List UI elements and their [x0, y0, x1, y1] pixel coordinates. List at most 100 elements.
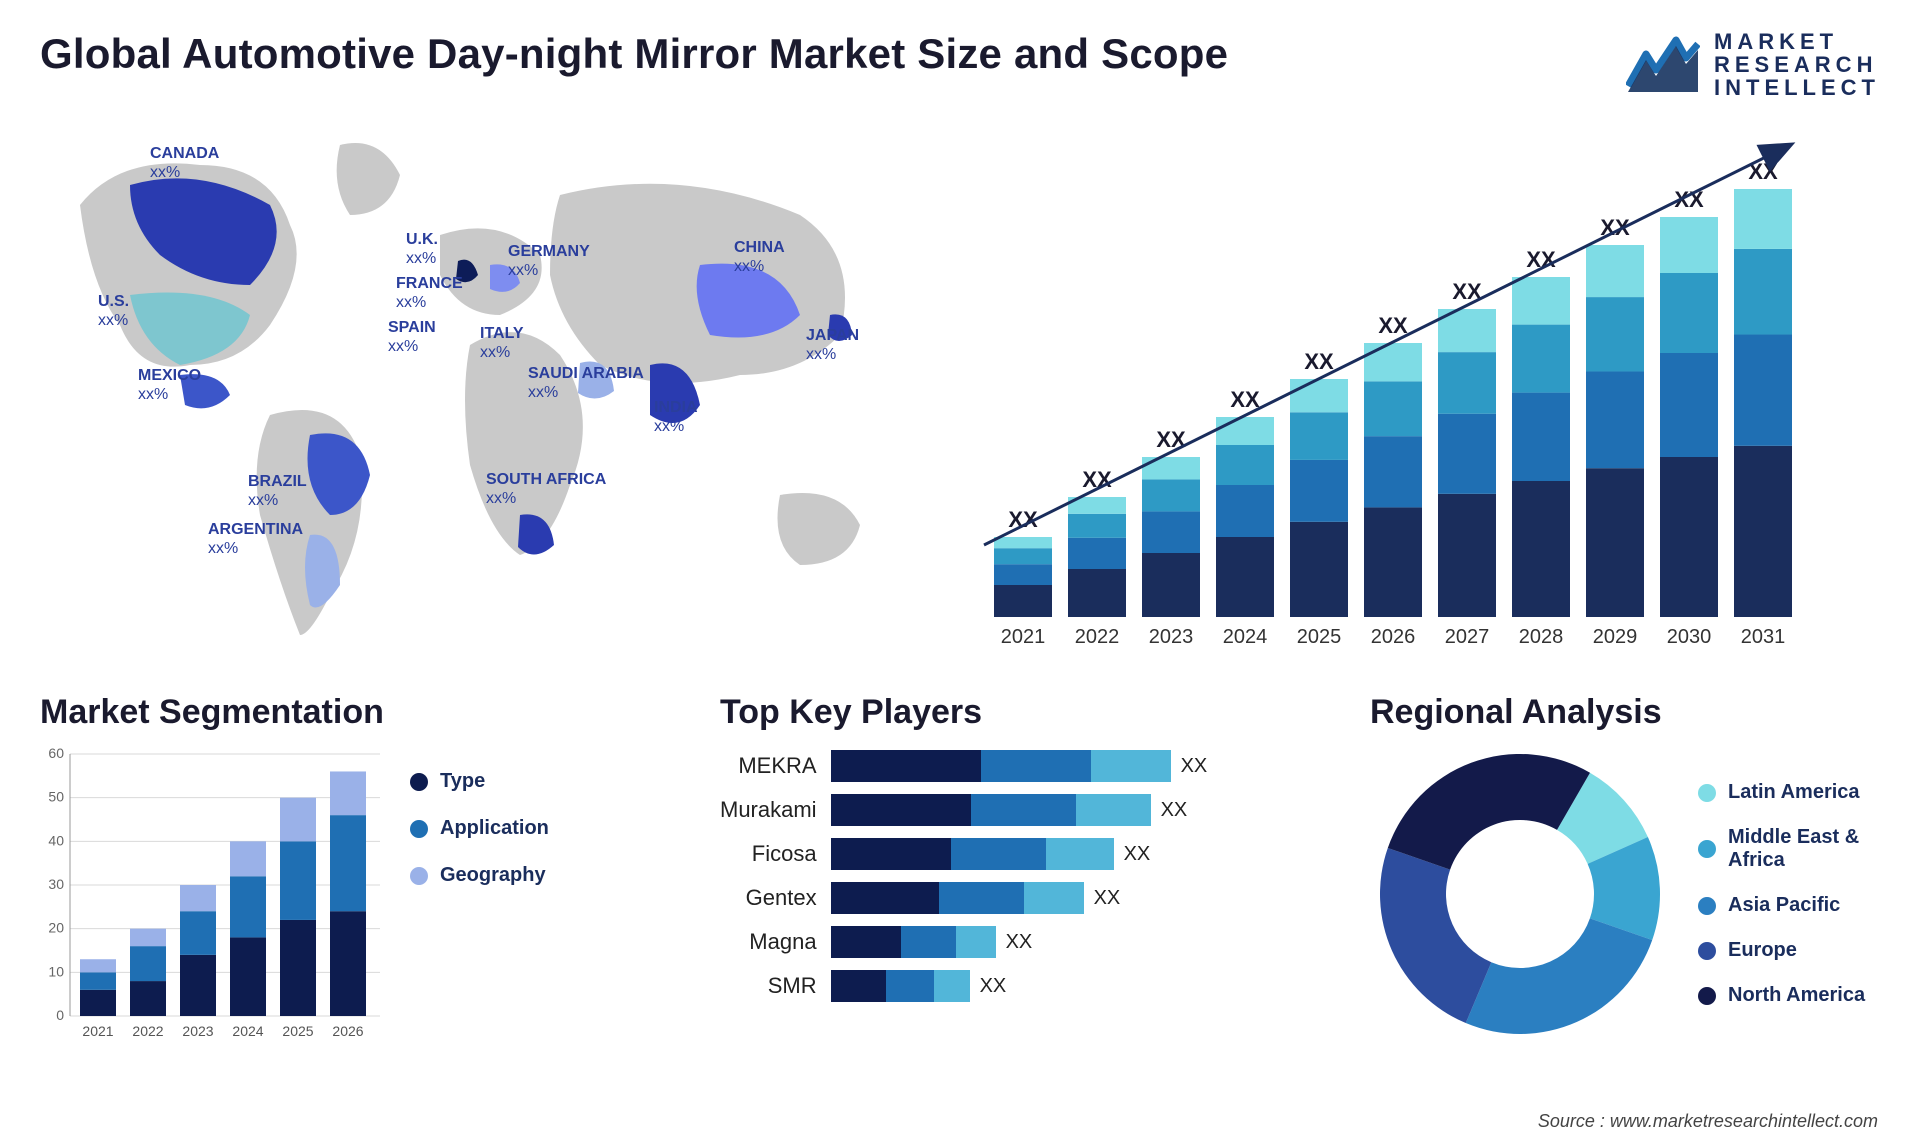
- brand-mark-icon: [1626, 36, 1700, 94]
- player-label-murakami: Murakami: [720, 794, 817, 826]
- map-callout-us: U.S.xx%: [98, 293, 129, 330]
- player-seg: [971, 794, 1076, 826]
- svg-text:2026: 2026: [332, 1023, 363, 1039]
- svg-text:30: 30: [48, 876, 64, 892]
- player-seg: [1091, 750, 1171, 782]
- brand-line1: MARKET: [1714, 30, 1880, 53]
- player-value: XX: [1161, 799, 1188, 822]
- svg-text:2021: 2021: [82, 1023, 113, 1039]
- player-seg: [831, 794, 971, 826]
- player-value: XX: [980, 975, 1007, 998]
- map-callout-uk: U.K.xx%: [406, 231, 438, 268]
- player-row: XX: [831, 882, 1330, 914]
- svg-text:2024: 2024: [1223, 626, 1268, 648]
- player-label-smr: SMR: [768, 970, 817, 1002]
- legend-label: Application: [440, 817, 549, 840]
- player-seg: [981, 750, 1091, 782]
- source-text: Source : www.marketresearchintellect.com: [1538, 1111, 1878, 1132]
- legend-dot-icon: [410, 773, 428, 791]
- segmentation-title: Market Segmentation: [40, 693, 680, 732]
- page-title: Global Automotive Day-night Mirror Marke…: [40, 30, 1228, 78]
- map-callout-germany: GERMANYxx%: [508, 243, 590, 280]
- svg-text:2027: 2027: [1445, 626, 1490, 648]
- svg-text:20: 20: [48, 920, 64, 936]
- legend-label: Latin America: [1728, 781, 1860, 804]
- svg-text:2022: 2022: [1075, 626, 1120, 648]
- legend-label: Asia Pacific: [1728, 894, 1840, 917]
- player-seg: [831, 926, 901, 958]
- segmentation-panel: Market Segmentation 01020304050602021202…: [40, 693, 680, 1044]
- svg-text:2031: 2031: [1741, 626, 1786, 648]
- map-callout-southafrica: SOUTH AFRICAxx%: [486, 471, 606, 508]
- player-row: XX: [831, 794, 1330, 826]
- svg-text:2025: 2025: [1297, 626, 1342, 648]
- player-label-mekra: MEKRA: [738, 750, 816, 782]
- svg-text:40: 40: [48, 833, 64, 849]
- map-callout-china: CHINAxx%: [734, 239, 785, 276]
- svg-text:60: 60: [48, 745, 64, 761]
- svg-text:XX: XX: [1304, 349, 1334, 374]
- map-callout-japan: JAPANxx%: [806, 327, 859, 364]
- player-seg: [1046, 838, 1114, 870]
- svg-text:2026: 2026: [1371, 626, 1416, 648]
- svg-text:2030: 2030: [1667, 626, 1712, 648]
- svg-text:2023: 2023: [1149, 626, 1194, 648]
- segmentation-chart: 0102030405060202120222023202420252026: [40, 744, 380, 1044]
- map-callout-mexico: MEXICOxx%: [138, 367, 201, 404]
- regional-donut: [1370, 744, 1670, 1044]
- player-label-ficosa: Ficosa: [752, 838, 817, 870]
- legend-dot-icon: [410, 820, 428, 838]
- growth-chart: XX2021XX2022XX2023XX2024XX2025XX2026XX20…: [960, 115, 1880, 675]
- seg-legend-geography: Geography: [410, 864, 549, 887]
- brand-line2: RESEARCH: [1714, 53, 1880, 76]
- brand-line3: INTELLECT: [1714, 76, 1880, 99]
- player-label-gentex: Gentex: [746, 882, 817, 914]
- map-callout-canada: CANADAxx%: [150, 145, 219, 182]
- svg-text:50: 50: [48, 789, 64, 805]
- svg-text:2022: 2022: [132, 1023, 163, 1039]
- player-seg: [956, 926, 996, 958]
- players-panel: Top Key Players MEKRA Murakami Ficosa Gente…: [720, 693, 1330, 1044]
- players-title: Top Key Players: [720, 693, 1330, 732]
- brand-logo: MARKET RESEARCH INTELLECT: [1626, 30, 1880, 99]
- player-seg: [831, 882, 939, 914]
- player-seg: [951, 838, 1046, 870]
- legend-label: North America: [1728, 984, 1865, 1007]
- legend-dot-icon: [1698, 897, 1716, 915]
- svg-text:XX: XX: [1230, 387, 1260, 412]
- legend-label: Europe: [1728, 939, 1797, 962]
- legend-label: Geography: [440, 864, 546, 887]
- legend-dot-icon: [1698, 987, 1716, 1005]
- regional-panel: Regional Analysis Latin America Middle Ea…: [1370, 693, 1880, 1044]
- svg-text:2029: 2029: [1593, 626, 1638, 648]
- player-seg: [934, 970, 970, 1002]
- regional-title: Regional Analysis: [1370, 693, 1880, 732]
- player-seg: [901, 926, 956, 958]
- svg-text:2024: 2024: [232, 1023, 263, 1039]
- player-seg: [1076, 794, 1151, 826]
- player-seg: [939, 882, 1024, 914]
- legend-dot-icon: [1698, 784, 1716, 802]
- seg-legend-application: Application: [410, 817, 549, 840]
- segmentation-legend: Type Application Geography: [410, 744, 549, 1044]
- player-value: XX: [1181, 755, 1208, 778]
- legend-label: Middle East & Africa: [1728, 826, 1880, 872]
- svg-text:2028: 2028: [1519, 626, 1564, 648]
- regional-legend: Latin America Middle East & Africa Asia Pa…: [1698, 781, 1880, 1007]
- regional-legend-item: Europe: [1698, 939, 1880, 962]
- map-callout-spain: SPAINxx%: [388, 319, 436, 356]
- seg-legend-type: Type: [410, 770, 549, 793]
- svg-text:2025: 2025: [282, 1023, 313, 1039]
- player-seg: [831, 838, 951, 870]
- players-bars: XXXXXXXXXXXX: [831, 744, 1330, 1002]
- map-callout-india: INDIAxx%: [654, 399, 698, 436]
- player-row: XX: [831, 926, 1330, 958]
- players-labels: MEKRA Murakami Ficosa Gentex Magna SMR: [720, 744, 817, 1002]
- svg-text:XX: XX: [1378, 313, 1408, 338]
- map-callout-saudiarabia: SAUDI ARABIAxx%: [528, 365, 644, 402]
- map-callout-italy: ITALYxx%: [480, 325, 524, 362]
- player-value: XX: [1006, 931, 1033, 954]
- svg-text:2021: 2021: [1001, 626, 1046, 648]
- player-label-magna: Magna: [749, 926, 816, 958]
- regional-legend-item: Middle East & Africa: [1698, 826, 1880, 872]
